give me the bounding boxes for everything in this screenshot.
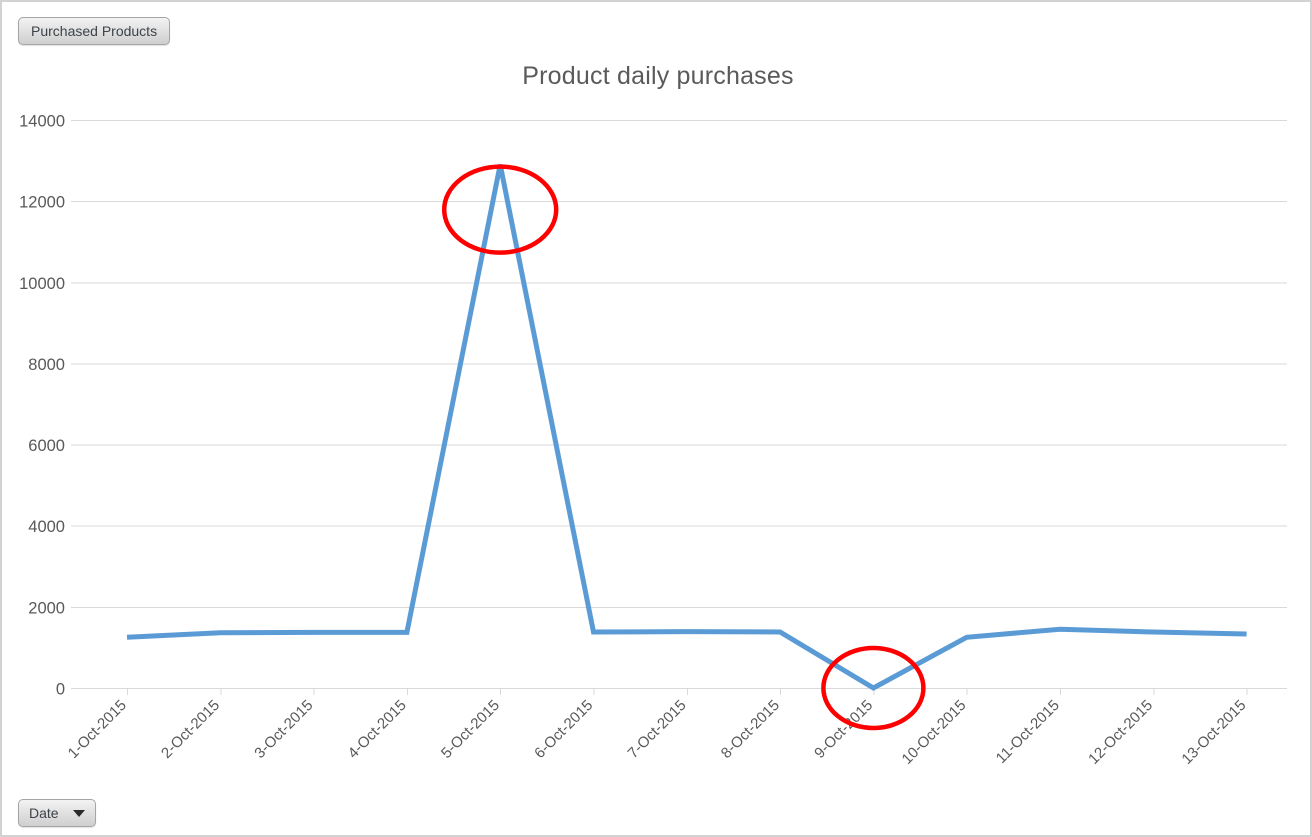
x-axis-label: 12-Oct-2015 [1085,697,1156,768]
peak-highlight-ellipse [441,164,559,255]
x-axis-label: 10-Oct-2015 [899,697,970,768]
x-axis-label: 4-Oct-2015 [345,697,410,762]
x-axis-label: 7-Oct-2015 [625,697,690,762]
x-axis-label: 13-Oct-2015 [1178,697,1249,768]
x-axis-label: 8-Oct-2015 [718,697,783,762]
y-axis-label: 2000 [28,599,65,617]
y-axis-label: 8000 [28,356,65,374]
y-axis-label: 6000 [28,437,65,455]
purchased-products-filter-button[interactable]: Purchased Products [18,17,171,45]
filter-button-label: Purchased Products [31,23,158,39]
x-axis-label: 6-Oct-2015 [531,697,596,762]
y-axis-label: 0 [56,681,65,699]
x-axis-label: 5-Oct-2015 [438,697,503,762]
data-series-line [126,164,1247,691]
x-axis-label: 11-Oct-2015 [993,697,1063,767]
y-axis-label: 4000 [28,518,65,536]
y-axis-label: 14000 [19,113,65,131]
x-axis-label: 2-Oct-2015 [158,697,223,762]
y-axis-label: 12000 [19,194,65,212]
field-button-label: Date [29,805,59,821]
x-axis-label: 1-Oct-2015 [65,697,130,762]
y-axis-label: 10000 [19,275,65,293]
chart-title: Product daily purchases [522,62,794,90]
dip-highlight-ellipse [821,645,926,731]
chevron-down-icon [72,809,85,817]
x-axis-label: 3-Oct-2015 [251,697,316,762]
date-field-dropdown-button[interactable]: Date [18,799,96,827]
